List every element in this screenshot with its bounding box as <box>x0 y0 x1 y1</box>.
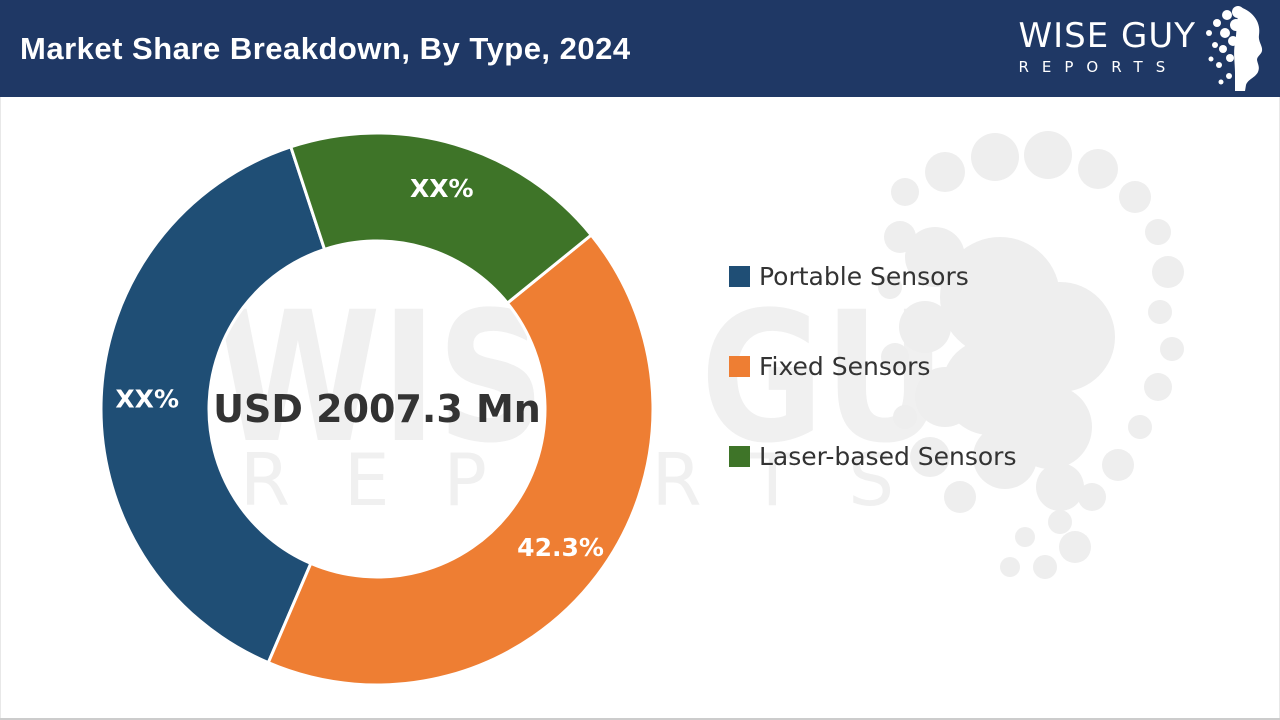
legend-item-portable-sensors: Portable Sensors <box>729 262 1016 291</box>
legend-label: Portable Sensors <box>759 262 969 291</box>
legend: Portable Sensors Fixed Sensors Laser-bas… <box>729 262 1017 536</box>
donut-chart: WISE GUY REPORTS <box>99 131 1184 687</box>
brand-logo: WISE GUY REPORTS <box>1018 5 1266 91</box>
bottom-border <box>0 718 1280 720</box>
legend-item-laser-based-sensors: Laser-based Sensors <box>729 442 1017 471</box>
header-bar: Market Share Breakdown, By Type, 2024 WI… <box>0 0 1280 97</box>
slice-label-laser-based-sensors: XX% <box>410 174 474 203</box>
legend-swatch-fixed-sensors <box>729 356 750 377</box>
slice-label-fixed-sensors: 42.3% <box>517 533 604 562</box>
legend-item-fixed-sensors: Fixed Sensors <box>729 352 1016 381</box>
logo-face-icon <box>1206 6 1263 91</box>
legend-swatch-laser-based-sensors <box>729 446 750 467</box>
donut: XX% 42.3% XX% <box>99 131 655 687</box>
legend-label: Laser-based Sensors <box>759 442 1017 471</box>
logo-text: WISE GUY REPORTS <box>1018 16 1196 76</box>
logo-subtext: REPORTS <box>1018 57 1179 76</box>
donut-slice-portable-sensors <box>99 145 327 665</box>
legend-label: Fixed Sensors <box>759 352 931 381</box>
legend-swatch-portable-sensors <box>729 266 750 287</box>
page-title: Market Share Breakdown, By Type, 2024 <box>20 30 631 66</box>
watermark-face-dots <box>878 131 1184 579</box>
slice-label-portable-sensors: XX% <box>115 384 179 413</box>
logo-wordmark: WISE GUY <box>1018 16 1196 56</box>
donut-slice-laser-based-sensors <box>289 131 593 305</box>
chart-area: WISE GUY REPORTS <box>0 97 1280 718</box>
donut-center-label: USD 2007.3 Mn <box>213 387 541 431</box>
donut-slice-fixed-sensors <box>266 233 655 687</box>
